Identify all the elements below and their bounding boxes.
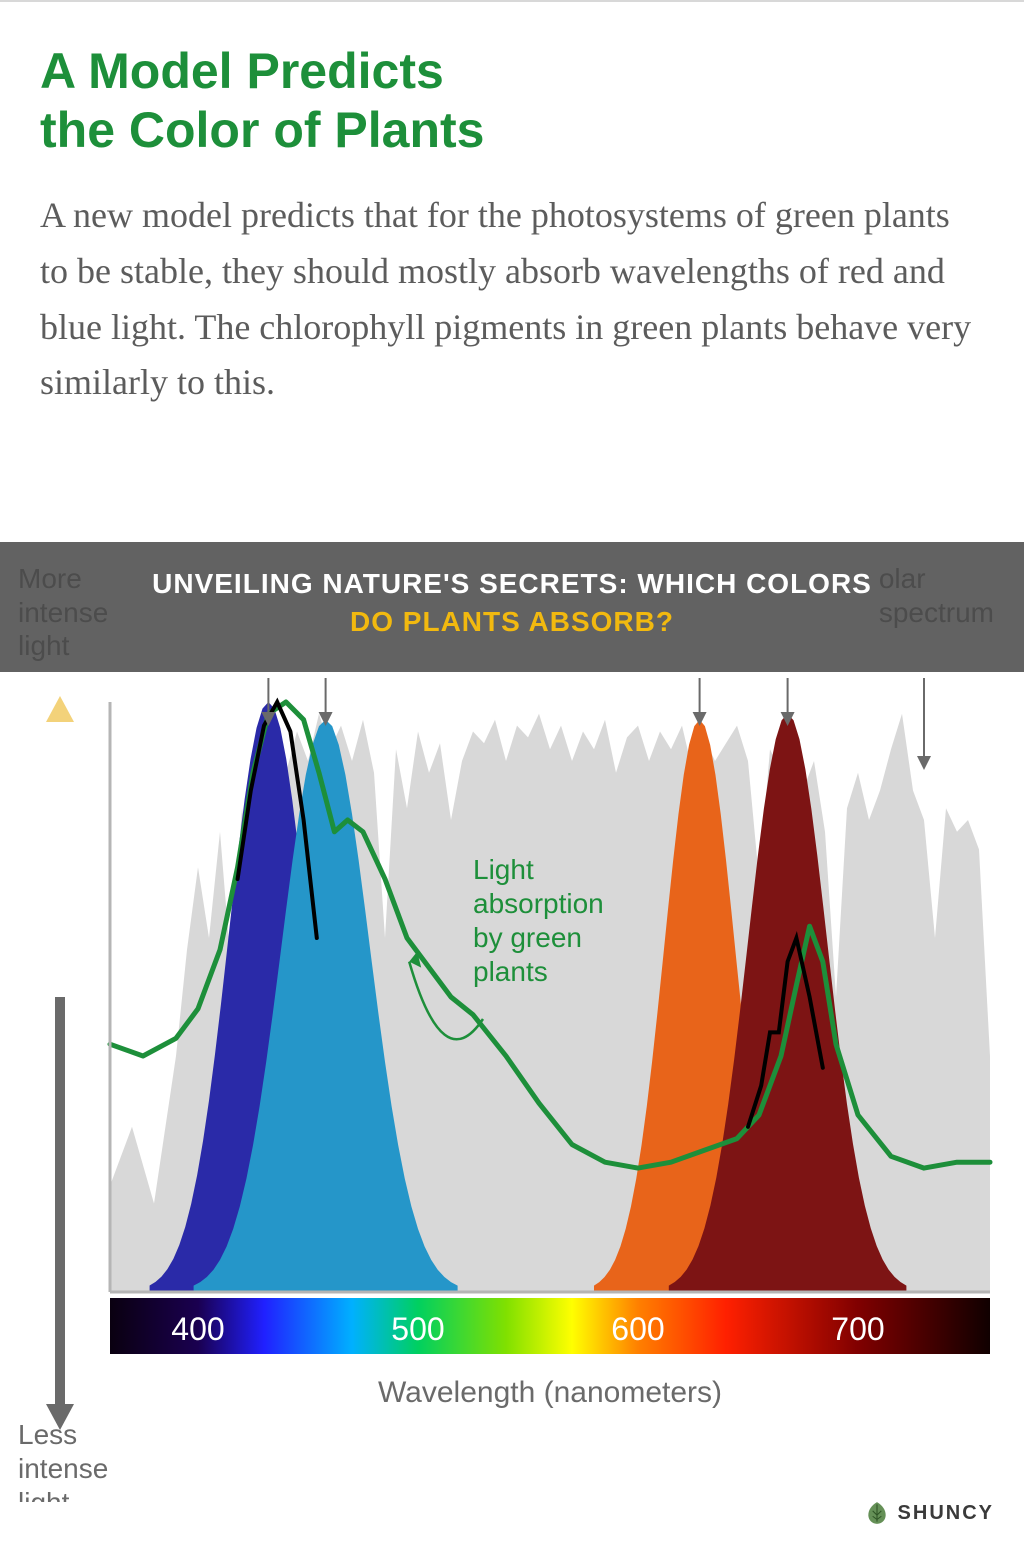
banner-line1: UNVEILING NATURE'S SECRETS: WHICH COLORS (20, 568, 1004, 600)
overlay-banner: UNVEILING NATURE'S SECRETS: WHICH COLORS… (0, 542, 1024, 672)
leaf-icon (864, 1500, 890, 1526)
title-line2: the Color of Plants (40, 102, 484, 158)
brand-badge: SHUNCY (864, 1500, 994, 1526)
brand-text: SHUNCY (898, 1502, 994, 1525)
chart-region: 400 500 600 700 Wavelength (nanometers) Lessi… (0, 672, 1024, 1502)
x-axis-label: Wavelength (nanometers) (378, 1376, 722, 1409)
banner-line2: DO PLANTS ABSORB? (20, 606, 1004, 638)
x-tick-700: 700 (831, 1311, 884, 1347)
intro-paragraph: A new model predicts that for the photos… (40, 188, 984, 411)
y-bottom-label: Lessintenselight (18, 1419, 108, 1502)
spectrum-chart: 400 500 600 700 Wavelength (nanometers) Lessi… (0, 672, 1024, 1502)
page-title: A Model Predicts the Color of Plants (40, 42, 984, 160)
title-line1: A Model Predicts (40, 43, 444, 99)
x-tick-400: 400 (171, 1311, 224, 1347)
x-tick-600: 600 (611, 1311, 664, 1347)
x-tick-500: 500 (391, 1311, 444, 1347)
